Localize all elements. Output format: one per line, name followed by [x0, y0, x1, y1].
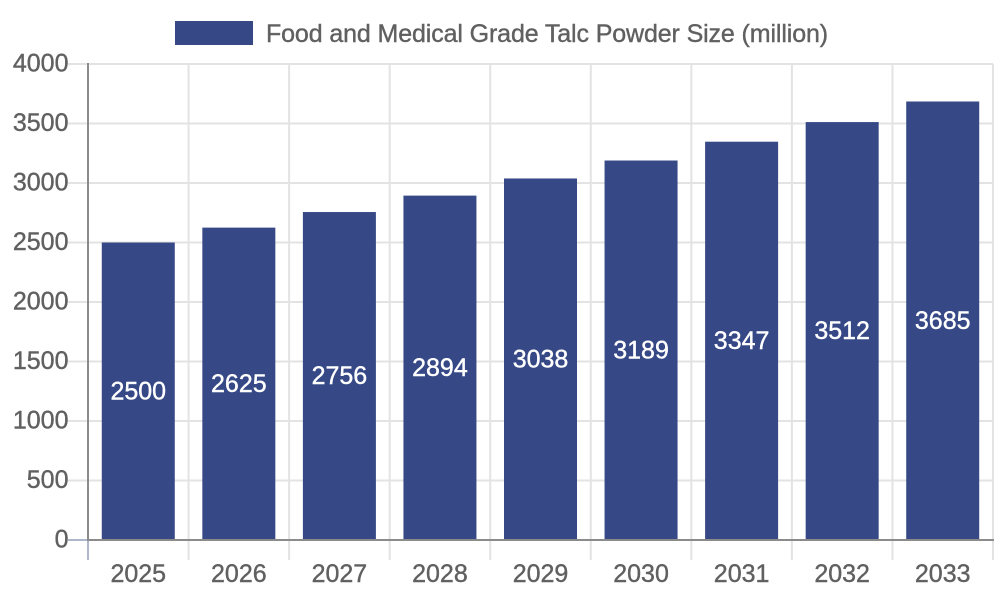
svg-text:2027: 2027 [312, 560, 368, 588]
svg-text:2028: 2028 [412, 560, 468, 588]
svg-text:0: 0 [55, 526, 69, 554]
svg-text:500: 500 [27, 466, 69, 494]
svg-text:2756: 2756 [312, 362, 368, 390]
svg-text:3000: 3000 [13, 169, 69, 197]
svg-text:2000: 2000 [13, 288, 69, 316]
svg-text:2025: 2025 [110, 560, 166, 588]
svg-text:1000: 1000 [13, 407, 69, 435]
svg-text:2032: 2032 [814, 560, 870, 588]
svg-text:2029: 2029 [513, 560, 569, 588]
svg-text:2026: 2026 [211, 560, 267, 588]
svg-text:3500: 3500 [13, 109, 69, 137]
svg-text:2030: 2030 [613, 560, 669, 588]
svg-text:3685: 3685 [915, 307, 971, 335]
svg-text:2894: 2894 [412, 354, 468, 382]
svg-text:2625: 2625 [211, 370, 267, 398]
svg-text:2500: 2500 [13, 228, 69, 256]
svg-text:3189: 3189 [613, 336, 669, 364]
svg-text:1500: 1500 [13, 347, 69, 375]
svg-text:2031: 2031 [714, 560, 770, 588]
svg-text:3512: 3512 [814, 317, 870, 345]
svg-text:3347: 3347 [714, 327, 770, 355]
svg-text:2500: 2500 [110, 377, 166, 405]
svg-text:2033: 2033 [915, 560, 971, 588]
svg-text:3038: 3038 [513, 345, 569, 373]
svg-text:4000: 4000 [13, 50, 69, 78]
svg-text:Food and Medical Grade Talc Po: Food and Medical Grade Talc Powder Size … [266, 20, 828, 48]
